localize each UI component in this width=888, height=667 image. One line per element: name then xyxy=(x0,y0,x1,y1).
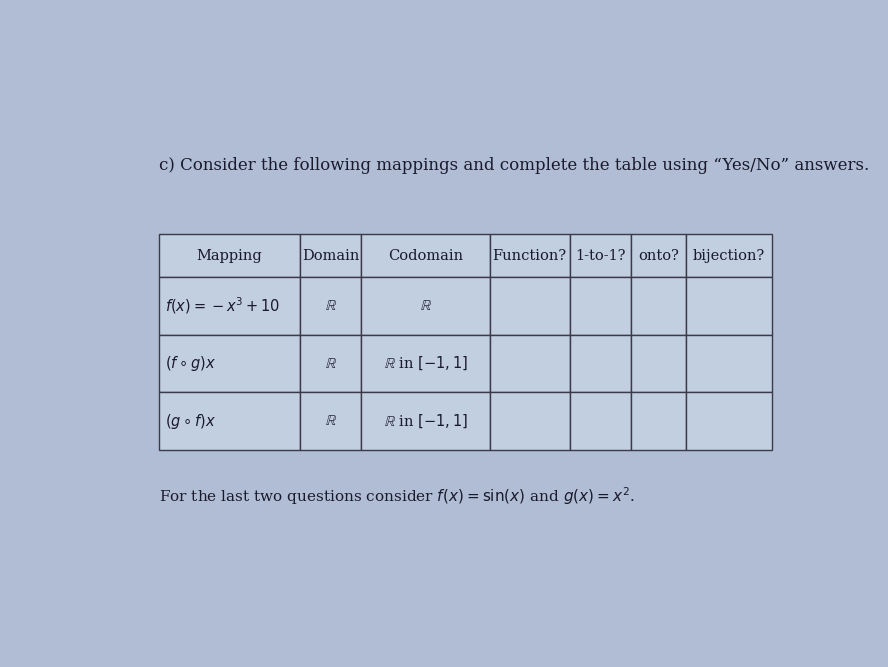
Bar xyxy=(159,335,300,392)
Text: $\mathbb{R}$: $\mathbb{R}$ xyxy=(325,357,337,371)
Bar xyxy=(361,234,490,277)
Bar xyxy=(159,234,300,277)
Bar xyxy=(361,277,490,335)
Bar xyxy=(630,234,686,277)
Bar xyxy=(630,392,686,450)
Text: 1-to-1?: 1-to-1? xyxy=(575,249,625,263)
Text: $\mathbb{R}$ in $[-1, 1]$: $\mathbb{R}$ in $[-1, 1]$ xyxy=(384,355,468,372)
Text: bijection?: bijection? xyxy=(693,249,765,263)
Text: Mapping: Mapping xyxy=(197,249,263,263)
Bar xyxy=(300,234,361,277)
Bar xyxy=(630,277,686,335)
Text: $(f \circ g)x$: $(f \circ g)x$ xyxy=(164,354,216,373)
Text: Domain: Domain xyxy=(302,249,360,263)
Bar xyxy=(569,392,630,450)
Bar xyxy=(159,277,300,335)
Bar xyxy=(569,335,630,392)
Bar xyxy=(300,335,361,392)
Bar xyxy=(569,277,630,335)
Text: For the last two questions consider $f(x) = \sin(x)$ and $g(x) = x^2$.: For the last two questions consider $f(x… xyxy=(159,486,635,508)
Bar xyxy=(490,392,569,450)
Text: $\mathbb{R}$ in $[-1, 1]$: $\mathbb{R}$ in $[-1, 1]$ xyxy=(384,412,468,430)
Text: Codomain: Codomain xyxy=(388,249,464,263)
Bar xyxy=(569,234,630,277)
Text: onto?: onto? xyxy=(638,249,678,263)
Bar xyxy=(686,234,772,277)
Bar xyxy=(159,392,300,450)
Text: $f(x) = -x^3 + 10$: $f(x) = -x^3 + 10$ xyxy=(164,295,280,316)
Bar xyxy=(300,277,361,335)
Text: c) Consider the following mappings and complete the table using “Yes/No” answers: c) Consider the following mappings and c… xyxy=(159,157,869,174)
Bar xyxy=(361,335,490,392)
Bar xyxy=(490,335,569,392)
Bar xyxy=(490,234,569,277)
Text: Function?: Function? xyxy=(493,249,567,263)
Bar xyxy=(630,335,686,392)
Bar xyxy=(490,277,569,335)
Text: $\mathbb{R}$: $\mathbb{R}$ xyxy=(420,299,432,313)
Bar xyxy=(686,392,772,450)
Text: $(g \circ f)x$: $(g \circ f)x$ xyxy=(164,412,216,431)
Text: $\mathbb{R}$: $\mathbb{R}$ xyxy=(325,299,337,313)
Bar xyxy=(361,392,490,450)
Bar xyxy=(686,277,772,335)
Text: $\mathbb{R}$: $\mathbb{R}$ xyxy=(325,414,337,428)
Bar xyxy=(686,335,772,392)
Bar xyxy=(300,392,361,450)
